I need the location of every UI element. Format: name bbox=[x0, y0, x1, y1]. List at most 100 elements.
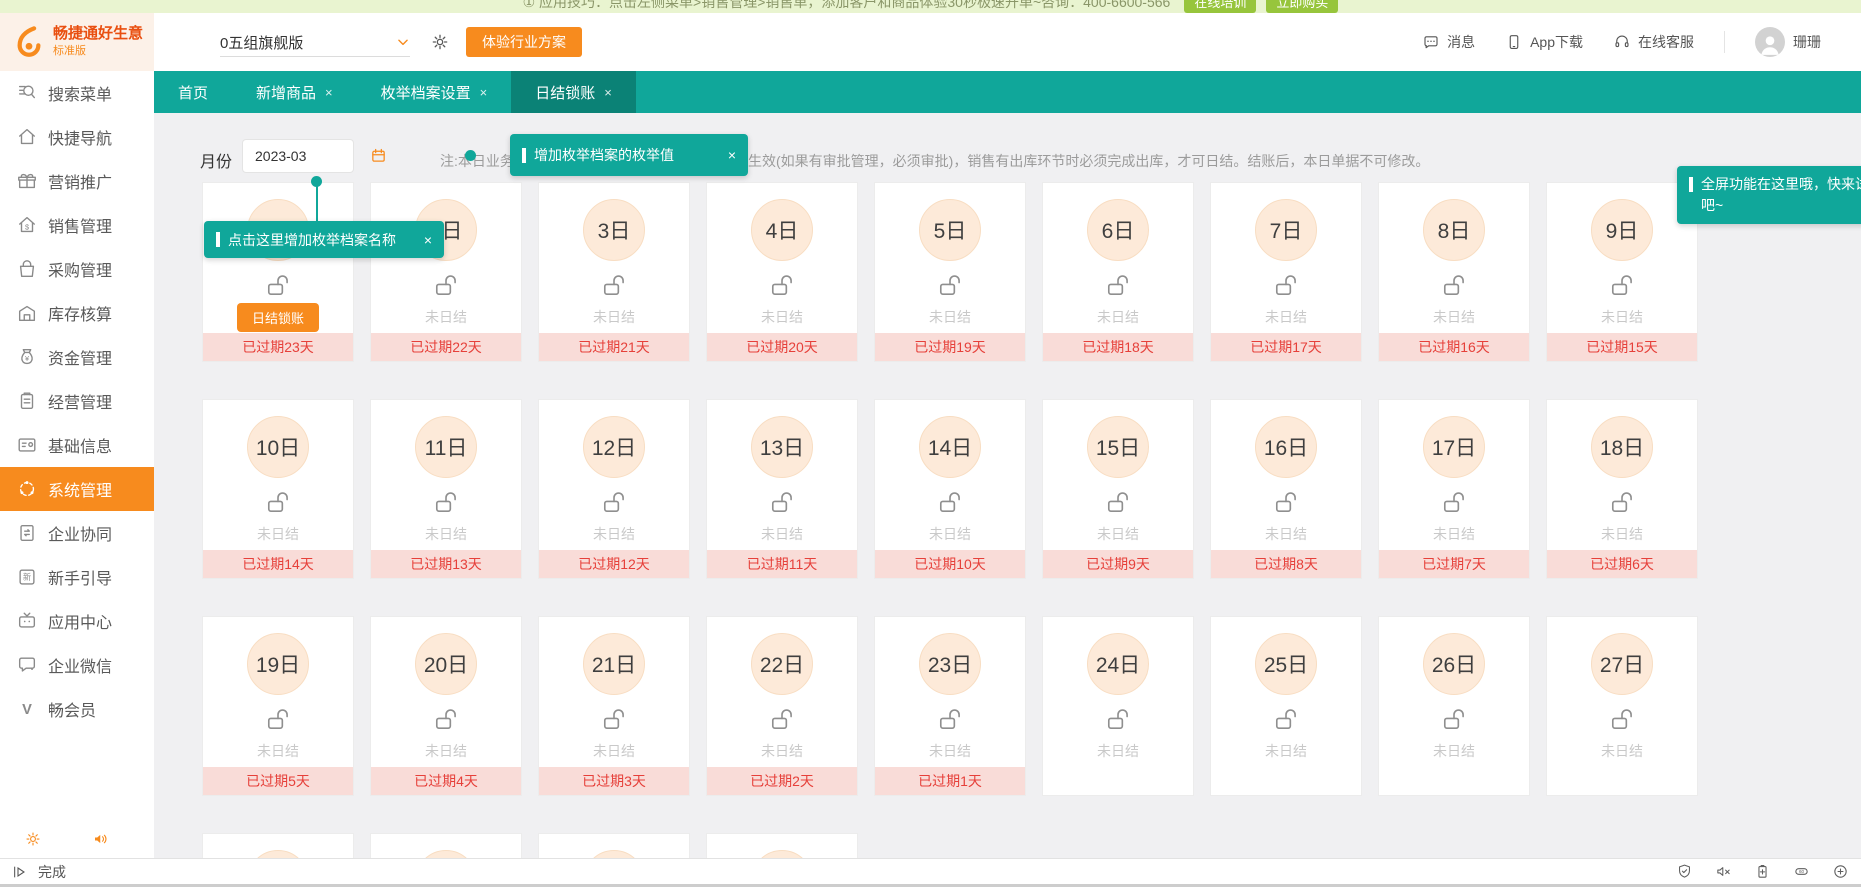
day-card[interactable]: 15日 未日结 已过期9天 bbox=[1042, 399, 1194, 579]
day-card[interactable]: 16日 未日结 已过期8天 bbox=[1210, 399, 1362, 579]
sidebar-item-collaboration[interactable]: 企业协同 bbox=[0, 511, 154, 555]
day-card[interactable]: 27日 未日结 bbox=[1546, 616, 1698, 796]
sidebar-bottom bbox=[24, 830, 110, 848]
tab-close-icon[interactable]: × bbox=[479, 84, 488, 100]
day-card[interactable]: 1日日结锁账已过期23天 bbox=[202, 182, 354, 362]
day-card[interactable]: 20日 未日结 已过期4天 bbox=[370, 616, 522, 796]
user-menu[interactable]: 珊珊 bbox=[1755, 27, 1821, 57]
calendar-icon[interactable] bbox=[370, 147, 387, 164]
avatar bbox=[1755, 27, 1785, 57]
card-status: 未日结 bbox=[425, 309, 467, 325]
close-icon[interactable]: × bbox=[423, 231, 432, 248]
zoom-plus-icon[interactable] bbox=[1832, 863, 1849, 880]
day-card[interactable]: 18日 未日结 已过期6天 bbox=[1546, 399, 1698, 579]
tab-0[interactable]: 首页 bbox=[154, 71, 232, 113]
tab-close-icon[interactable]: × bbox=[325, 84, 333, 100]
panel-toggle-icon[interactable] bbox=[12, 864, 28, 880]
header-right: 消息 App下载 在线客服 珊珊 bbox=[1422, 13, 1821, 71]
battery-60-icon[interactable]: 60 bbox=[1793, 863, 1810, 880]
card-status: 未日结 bbox=[425, 526, 467, 542]
day-circle: 23日 bbox=[919, 633, 981, 695]
settings-gear-icon[interactable] bbox=[430, 32, 450, 52]
daily-close-button[interactable]: 日结锁账 bbox=[236, 303, 319, 332]
tooltip-enum-value: 增加枚举档案的枚举值 × bbox=[510, 134, 748, 176]
workspace-selector[interactable]: 0五组旗舰版 bbox=[220, 28, 410, 57]
header-online-service[interactable]: 在线客服 bbox=[1613, 32, 1694, 52]
day-card[interactable]: 22日 未日结 已过期2天 bbox=[706, 616, 858, 796]
announcement-button-1[interactable]: 立即购买 bbox=[1266, 0, 1339, 13]
system-tray: 60 bbox=[1676, 863, 1849, 880]
day-card[interactable]: 26日 未日结 bbox=[1378, 616, 1530, 796]
lock-open-icon bbox=[1105, 490, 1131, 516]
day-card[interactable]: 23日 未日结 已过期1天 bbox=[874, 616, 1026, 796]
sound-icon[interactable] bbox=[92, 830, 110, 848]
lock-open-icon bbox=[265, 707, 291, 733]
sidebar-item-label: 企业协同 bbox=[48, 527, 113, 544]
mute-icon[interactable] bbox=[1715, 863, 1732, 880]
trial-plan-button[interactable]: 体验行业方案 bbox=[466, 27, 582, 57]
day-card[interactable]: 7日 未日结 已过期17天 bbox=[1210, 182, 1362, 362]
day-card[interactable]: 4日 未日结 已过期20天 bbox=[706, 182, 858, 362]
sidebar-item-sales[interactable]: $ 销售管理 bbox=[0, 203, 154, 247]
tab-bar: 首页 新增商品 × 枚举档案设置 × 日结锁账 × bbox=[154, 71, 1861, 113]
day-card[interactable]: 8日 未日结 已过期16天 bbox=[1378, 182, 1530, 362]
day-card[interactable]: 11日 未日结 已过期13天 bbox=[370, 399, 522, 579]
tab-close-icon[interactable]: × bbox=[604, 84, 612, 100]
sidebar-item-app-center[interactable]: 应用中心 bbox=[0, 599, 154, 643]
clipboard-icon bbox=[16, 390, 38, 412]
sidebar-item-purchase[interactable]: 采购管理 bbox=[0, 247, 154, 291]
close-icon[interactable]: × bbox=[727, 147, 736, 163]
sidebar-item-newbie-guide[interactable]: 新 新手引导 bbox=[0, 555, 154, 599]
day-card[interactable]: 5日 未日结 已过期19天 bbox=[874, 182, 1026, 362]
announcement-text: ① 应用技巧：点击左侧菜单>销售管理>销售单，添加客户和商品体验30秒极速开单~… bbox=[522, 0, 1171, 10]
tab-1[interactable]: 新增商品 × bbox=[232, 71, 357, 113]
idcard-icon bbox=[16, 434, 38, 456]
day-card[interactable]: 21日 未日结 已过期3天 bbox=[538, 616, 690, 796]
lock-open-icon bbox=[1609, 707, 1635, 733]
card-status: 未日结 bbox=[1433, 743, 1475, 759]
day-card[interactable]: 12日 未日结 已过期12天 bbox=[538, 399, 690, 579]
day-card[interactable]: 25日 未日结 bbox=[1210, 616, 1362, 796]
header-messages[interactable]: 消息 bbox=[1422, 32, 1475, 52]
day-card[interactable]: 17日 未日结 已过期7天 bbox=[1378, 399, 1530, 579]
day-circle: 21日 bbox=[583, 633, 645, 695]
tooltip-connector-line bbox=[316, 182, 318, 222]
day-circle: 10日 bbox=[247, 416, 309, 478]
sidebar-item-funds[interactable]: ¥ 资金管理 bbox=[0, 335, 154, 379]
sidebar-item-inventory[interactable]: 库存核算 bbox=[0, 291, 154, 335]
tab-2[interactable]: 枚举档案设置 × bbox=[357, 71, 512, 113]
lock-open-icon bbox=[769, 273, 795, 299]
header-app-download[interactable]: App下载 bbox=[1505, 32, 1583, 52]
day-card[interactable]: 2日 未日结 已过期22天 bbox=[370, 182, 522, 362]
sidebar-item-operations[interactable]: 经营管理 bbox=[0, 379, 154, 423]
sidebar-item-quick-nav[interactable]: 快捷导航 bbox=[0, 115, 154, 159]
day-card[interactable]: 19日 未日结 已过期5天 bbox=[202, 616, 354, 796]
sidebar-item-search-menu[interactable]: 搜索菜单 bbox=[0, 71, 154, 115]
sidebar-item-system[interactable]: 系统管理 bbox=[0, 467, 154, 511]
sidebar-item-base-info[interactable]: 基础信息 bbox=[0, 423, 154, 467]
shield-check-icon[interactable] bbox=[1676, 863, 1693, 880]
day-card[interactable]: 10日 未日结 已过期14天 bbox=[202, 399, 354, 579]
day-card[interactable]: 14日 未日结 已过期10天 bbox=[874, 399, 1026, 579]
card-status: 未日结 bbox=[1265, 743, 1307, 759]
expired-badge: 已过期12天 bbox=[539, 550, 689, 578]
tooltip-fullscreen: 全屏功能在这里哦，快来试试吧~ bbox=[1677, 166, 1861, 224]
gear-icon[interactable] bbox=[24, 830, 42, 848]
expired-badge: 已过期1天 bbox=[875, 767, 1025, 795]
day-card[interactable]: 3日 未日结 已过期21天 bbox=[538, 182, 690, 362]
month-input[interactable]: 2023-03 bbox=[242, 139, 354, 173]
day-card[interactable]: 24日 未日结 bbox=[1042, 616, 1194, 796]
day-circle: 3日 bbox=[583, 199, 645, 261]
announcement-button-0[interactable]: 在线培训 bbox=[1184, 0, 1257, 13]
sidebar-item-marketing[interactable]: 营销推广 bbox=[0, 159, 154, 203]
battery-plus-icon[interactable] bbox=[1754, 863, 1771, 880]
day-card[interactable]: 9日 未日结 已过期15天 bbox=[1546, 182, 1698, 362]
lock-open-icon bbox=[265, 273, 291, 299]
sidebar-item-member[interactable]: V 畅会员 bbox=[0, 687, 154, 731]
tab-3[interactable]: 日结锁账 × bbox=[511, 71, 636, 113]
expired-badge: 已过期9天 bbox=[1043, 550, 1193, 578]
day-card[interactable]: 6日 未日结 已过期18天 bbox=[1042, 182, 1194, 362]
sidebar-item-wecom[interactable]: 企业微信 bbox=[0, 643, 154, 687]
card-status: 未日结 bbox=[929, 526, 971, 542]
day-card[interactable]: 13日 未日结 已过期11天 bbox=[706, 399, 858, 579]
